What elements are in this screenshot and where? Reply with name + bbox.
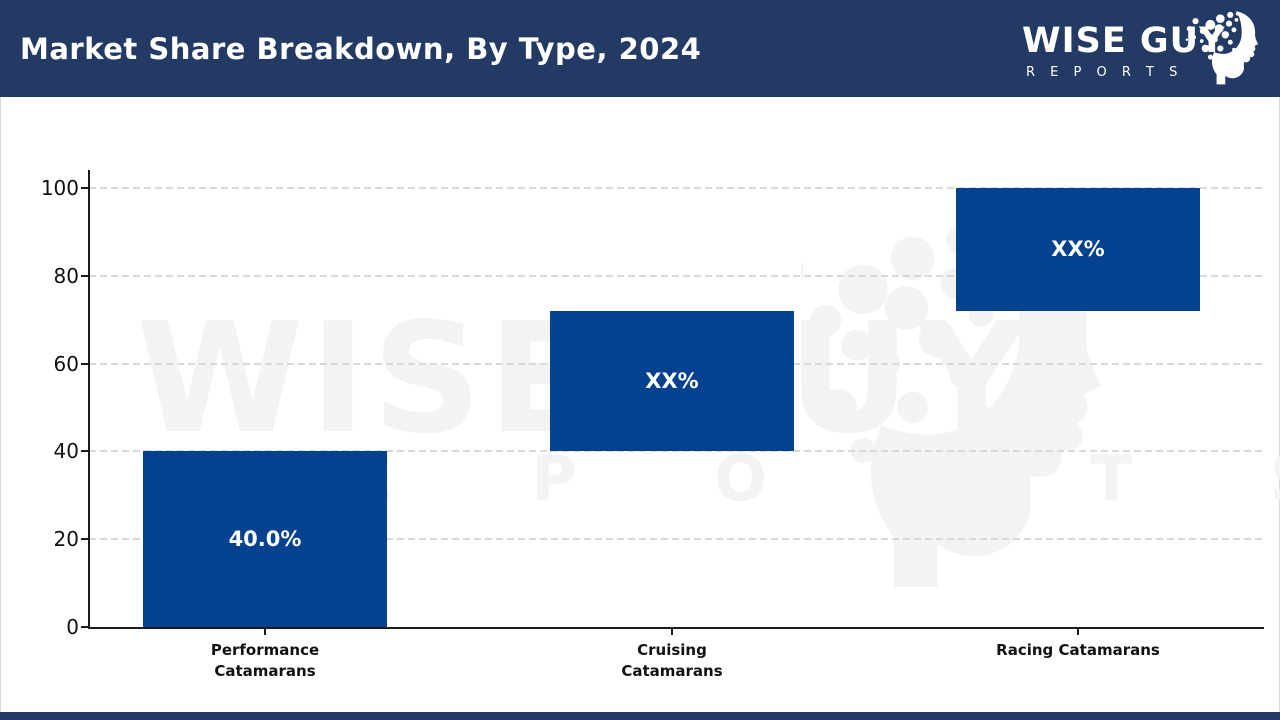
y-tick-mark	[81, 274, 89, 277]
y-tick-label: 0	[66, 615, 79, 639]
bar-segment: XX%	[956, 188, 1200, 311]
y-tick-mark	[81, 187, 89, 189]
bar-segment: 40.0%	[143, 451, 387, 627]
bar-value-label: 40.0%	[228, 527, 302, 552]
header-bar: Market Share Breakdown, By Type, 2024 WI…	[0, 0, 1280, 97]
y-gridline	[89, 538, 1263, 541]
y-tick-mark	[81, 450, 89, 453]
y-tick-mark	[81, 626, 89, 628]
bar-segment: XX%	[550, 310, 794, 452]
y-axis-line	[88, 170, 90, 629]
y-tick-label: 20	[53, 527, 79, 552]
x-category-label: Cruising Catamarans	[621, 641, 723, 680]
y-tick-label: 40	[53, 439, 79, 464]
y-tick-mark	[81, 538, 89, 541]
bar-value-label: XX%	[645, 369, 699, 394]
logo-subtext: R E P O R T S	[1026, 65, 1183, 80]
wise-guy-reports-logo: WISE GUY R E P O R T S	[1022, 11, 1259, 85]
y-gridline	[89, 187, 1263, 189]
x-tick-mark	[264, 629, 266, 635]
x-category-label: Racing Catamarans	[996, 641, 1160, 659]
chart-area: WISE GUY R E P O R T S 0 20 40 60 80 100 40.0%…	[0, 97, 1280, 712]
page-title: Market Share Breakdown, By Type, 2024	[20, 31, 702, 66]
y-gridline	[89, 450, 1263, 453]
x-category-label: Performance Catamarans	[210, 641, 320, 680]
x-tick-mark	[671, 629, 673, 635]
dotted-head-icon	[1185, 11, 1259, 85]
y-tick-label: 80	[53, 263, 79, 288]
x-tick-mark	[1077, 629, 1079, 635]
bar-value-label: XX%	[1051, 237, 1105, 262]
y-tick-label: 60	[53, 351, 79, 376]
watermark-head-icon	[801, 221, 1102, 587]
y-tick-label: 100	[40, 176, 79, 200]
logo-wordmark: WISE GUY	[1022, 21, 1225, 61]
y-tick-mark	[81, 362, 89, 365]
footer-bar	[0, 712, 1280, 720]
x-axis-line	[88, 627, 1264, 629]
y-gridline	[89, 274, 1263, 277]
